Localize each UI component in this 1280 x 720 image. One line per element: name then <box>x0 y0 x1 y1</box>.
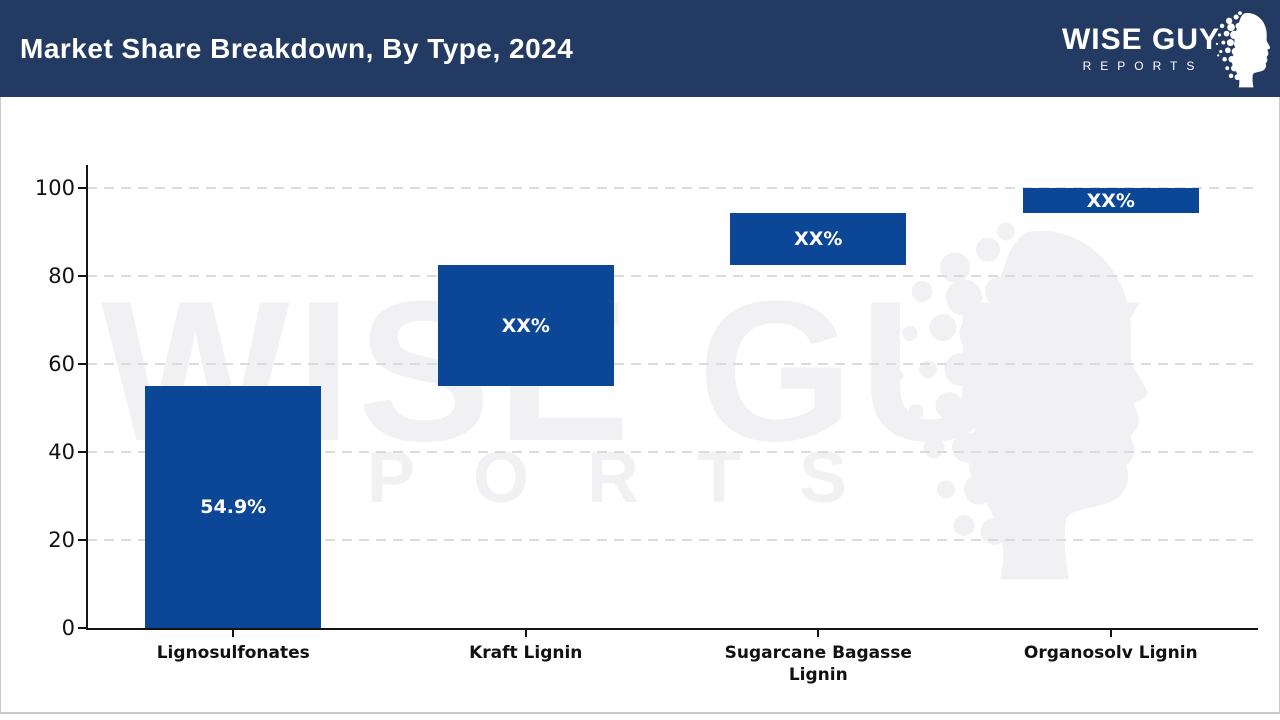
bar-sugarcane-bagasse-lignin: XX% <box>730 213 907 265</box>
bar-organosolv-lignin: XX% <box>1022 188 1199 214</box>
y-tick-label: 60 <box>48 352 75 376</box>
y-tick-mark <box>78 539 86 541</box>
y-axis-line <box>86 165 88 630</box>
gridline-80 <box>87 275 1257 277</box>
x-category-label: Kraft Lignin <box>469 643 583 663</box>
logo-wordmark: WISE GUY <box>1061 23 1220 56</box>
x-category-label: Lignosulfonates <box>156 643 310 663</box>
logo-text: WISE GUY REPORTS <box>1061 23 1220 74</box>
y-tick-label: 20 <box>48 528 75 552</box>
page-title: Market Share Breakdown, By Type, 2024 <box>20 32 574 64</box>
chart-canvas: WISE GUY REPORTS 0 20 40 60 80 100 54.9% Lignos… <box>0 97 1280 714</box>
watermark-face-icon <box>892 222 1148 580</box>
bar-value-label: 54.9% <box>200 496 267 519</box>
x-category-label: Sugarcane Bagasse Lignin <box>724 643 912 686</box>
y-tick-label: 80 <box>48 264 75 288</box>
gridline-40 <box>87 451 1257 453</box>
x-tick-mark <box>524 630 527 637</box>
x-tick-mark <box>817 630 820 637</box>
y-tick-mark <box>78 363 86 365</box>
y-tick-mark <box>78 275 86 277</box>
logo-subtitle: REPORTS <box>1082 59 1204 73</box>
gridline-60 <box>87 363 1257 365</box>
x-category-label: Organosolv Lignin <box>1023 643 1198 663</box>
bar-value-label: XX% <box>1086 189 1135 212</box>
y-tick-label: 0 <box>61 616 75 640</box>
gridline-20 <box>87 539 1257 541</box>
bar-value-label: XX% <box>794 228 843 251</box>
gridline-100 <box>87 187 1257 189</box>
y-tick-mark <box>78 451 86 453</box>
x-axis-line <box>86 628 1258 630</box>
header-bar: Market Share Breakdown, By Type, 2024 WI… <box>0 0 1280 97</box>
bar-kraft-lignin: XX% <box>437 265 614 387</box>
y-tick-label: 40 <box>48 440 75 464</box>
y-tick-mark <box>78 187 86 189</box>
bar-value-label: XX% <box>501 314 550 337</box>
y-tick-mark <box>78 627 86 629</box>
x-tick-mark <box>1109 630 1112 637</box>
x-tick-mark <box>232 630 235 637</box>
y-tick-label: 100 <box>34 176 75 200</box>
face-profile-icon <box>1215 11 1271 88</box>
bar-lignosulfonates: 54.9% <box>145 386 322 628</box>
wise-guy-reports-logo: WISE GUY REPORTS <box>1062 7 1272 91</box>
